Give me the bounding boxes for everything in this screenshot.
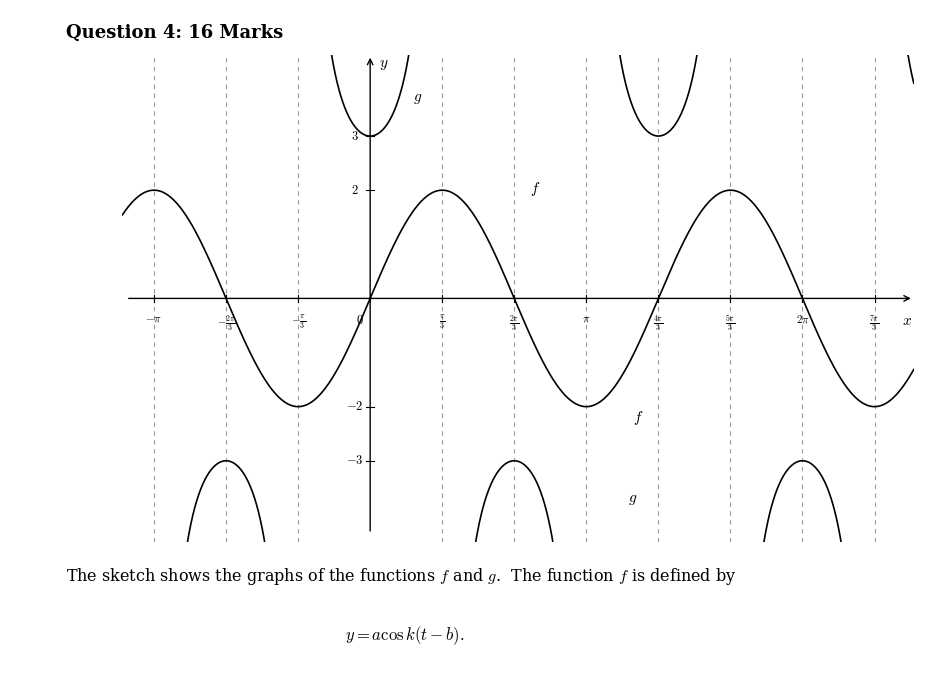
Text: $y = a\cos k(t - b).$: $y = a\cos k(t - b).$ <box>346 624 464 647</box>
Text: $f$: $f$ <box>529 180 540 198</box>
Text: $g$: $g$ <box>628 493 638 507</box>
Text: $-2$: $-2$ <box>347 400 364 413</box>
Text: $g$: $g$ <box>413 93 422 106</box>
Text: $\frac{4\pi}{3}$: $\frac{4\pi}{3}$ <box>653 314 663 333</box>
Text: $f$: $f$ <box>633 410 643 427</box>
Text: $x$: $x$ <box>901 314 912 327</box>
Text: Question 4: 16 Marks: Question 4: 16 Marks <box>66 24 284 42</box>
Text: The sketch shows the graphs of the functions $f$ and $g$.  The function $f$ is d: The sketch shows the graphs of the funct… <box>66 566 737 587</box>
Text: $3$: $3$ <box>351 130 359 143</box>
Text: $-\pi$: $-\pi$ <box>145 314 163 324</box>
Text: $\pi$: $\pi$ <box>582 314 591 324</box>
Text: $\frac{2\pi}{3}$: $\frac{2\pi}{3}$ <box>509 314 519 333</box>
Text: $-\frac{2\pi}{3}$: $-\frac{2\pi}{3}$ <box>217 314 236 333</box>
Text: $-3$: $-3$ <box>347 454 364 467</box>
Text: $\frac{\pi}{3}$: $\frac{\pi}{3}$ <box>439 314 446 331</box>
Text: $2$: $2$ <box>351 184 359 197</box>
Text: $\frac{5\pi}{3}$: $\frac{5\pi}{3}$ <box>725 314 736 334</box>
Text: $-\frac{\pi}{3}$: $-\frac{\pi}{3}$ <box>290 314 305 331</box>
Text: $y$: $y$ <box>379 58 389 71</box>
Text: $2\pi$: $2\pi$ <box>796 314 809 325</box>
Text: $\frac{7\pi}{3}$: $\frac{7\pi}{3}$ <box>869 314 880 333</box>
Text: $0$: $0$ <box>356 314 364 327</box>
